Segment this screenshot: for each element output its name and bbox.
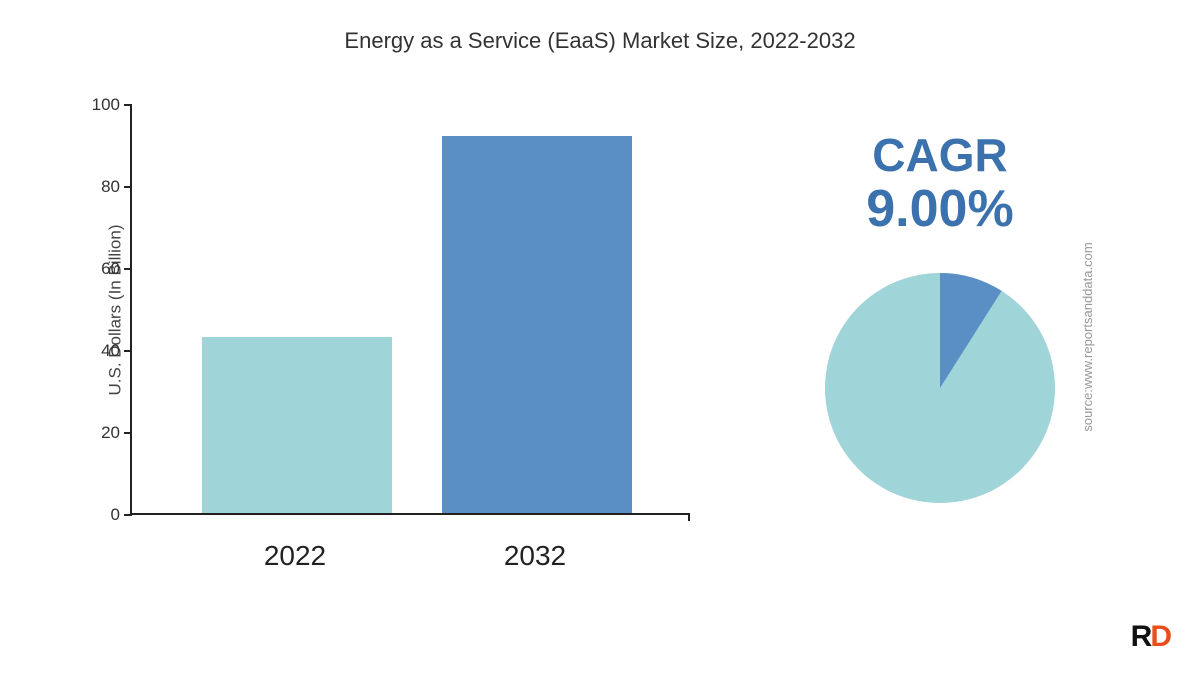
source-attribution: source:www.reportsanddata.com <box>1080 242 1095 431</box>
y-tick-label: 60 <box>84 259 120 279</box>
y-tick <box>124 186 132 188</box>
brand-logo: RD <box>1131 620 1170 654</box>
y-tick <box>124 432 132 434</box>
y-tick-label: 80 <box>84 177 120 197</box>
chart-title: Energy as a Service (EaaS) Market Size, … <box>0 0 1200 54</box>
bar <box>442 136 632 513</box>
cagr-value: 9.00% <box>780 181 1100 238</box>
cagr-panel: CAGR 9.00% <box>780 130 1100 503</box>
x-category-label: 2032 <box>440 540 630 572</box>
y-tick <box>124 514 132 516</box>
y-tick-label: 20 <box>84 423 120 443</box>
pie-chart <box>780 273 1100 503</box>
logo-r: R <box>1131 620 1151 653</box>
y-axis-label: U.S. Dollars (In Billion) <box>106 225 126 396</box>
x-axis-end-tick <box>688 513 690 521</box>
x-category-label: 2022 <box>200 540 390 572</box>
y-tick <box>124 268 132 270</box>
y-tick-label: 100 <box>84 95 120 115</box>
plot-area: 020406080100 <box>130 105 690 515</box>
y-tick-label: 40 <box>84 341 120 361</box>
bar <box>202 337 392 513</box>
logo-d: D <box>1150 620 1170 653</box>
cagr-label: CAGR <box>780 130 1100 181</box>
pie-svg <box>825 273 1055 503</box>
y-tick <box>124 104 132 106</box>
bar-chart: U.S. Dollars (In Billion) 020406080100 2… <box>130 105 690 515</box>
y-tick <box>124 350 132 352</box>
y-tick-label: 0 <box>84 505 120 525</box>
